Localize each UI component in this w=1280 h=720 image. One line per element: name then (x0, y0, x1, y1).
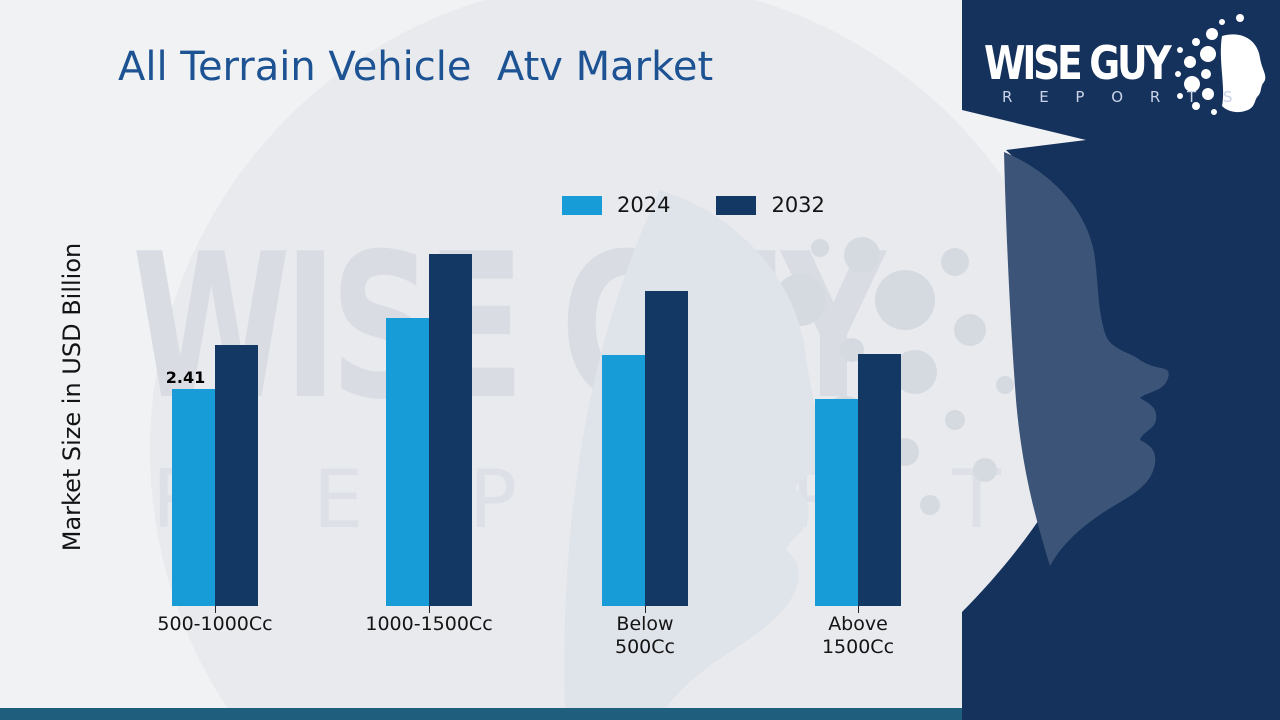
bar-2032-500-1000cc (215, 345, 258, 606)
bar-2024-above-1500cc (815, 399, 858, 606)
logo-face-icon (1175, 14, 1266, 115)
legend-item-2032: 2032 (716, 193, 825, 217)
category-label: 500-1000Cc (157, 613, 273, 635)
legend-label-2024: 2024 (617, 193, 671, 217)
logo-reports-text: R E P O R T S (1002, 88, 1244, 106)
chart-legend: 2024 2032 (562, 193, 825, 217)
legend-label-2032: 2032 (771, 193, 825, 217)
legend-swatch-2032 (716, 195, 757, 215)
bar-2024-500-1000cc (172, 389, 215, 606)
bottom-stripe (0, 708, 962, 720)
bar-2032-1000-1500cc (429, 254, 472, 606)
x-axis-tick (645, 606, 646, 613)
bar-2024-1000-1500cc (386, 318, 429, 606)
category-label: 1000-1500Cc (365, 613, 493, 635)
x-axis-tick (215, 606, 216, 613)
bar-2024-below-500cc (602, 355, 645, 606)
legend-item-2024: 2024 (562, 193, 670, 217)
x-axis-tick (858, 606, 859, 613)
x-axis-tick (429, 606, 430, 613)
category-label: Above 1500Cc (821, 613, 895, 658)
page-title: All Terrain Vehicle Atv Market (118, 44, 714, 90)
logo-wiseguy-text: WISE GUY (984, 36, 1172, 90)
category-label: Below 500Cc (615, 613, 675, 658)
navy-face-icon (1004, 152, 1169, 566)
bar-value-label: 2.41 (165, 368, 206, 387)
bar-2032-above-1500cc (858, 354, 901, 606)
legend-swatch-2024 (562, 195, 602, 215)
bar-2032-below-500cc (645, 291, 688, 606)
